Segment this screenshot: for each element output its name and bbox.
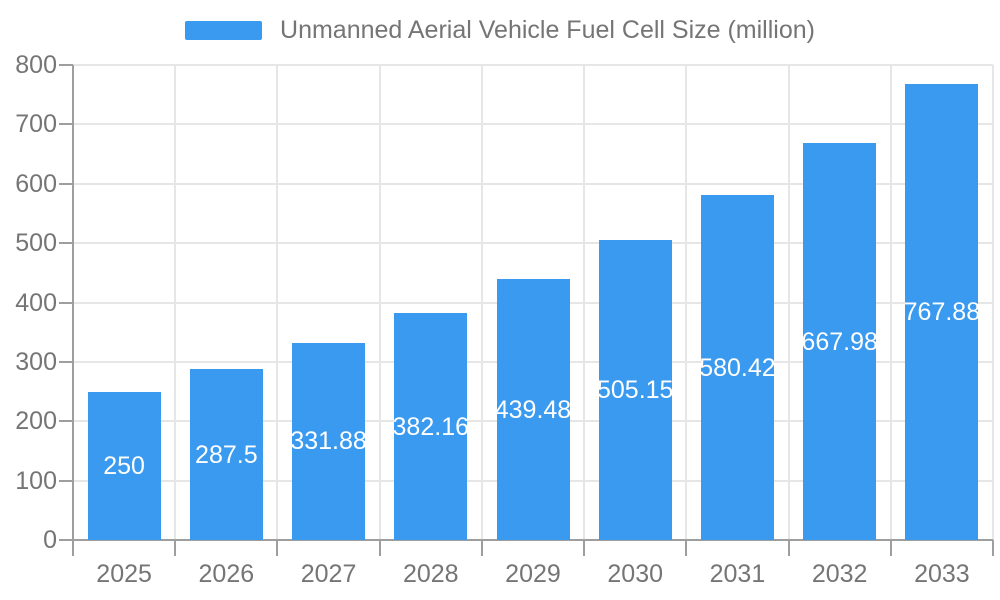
bar[interactable]	[598, 240, 672, 540]
bar-value-label: 505.15	[596, 376, 674, 405]
x-axis-tick	[174, 540, 177, 556]
y-axis-tick	[59, 539, 73, 541]
x-axis-tick-label: 2030	[607, 560, 664, 588]
x-axis-tick	[583, 540, 586, 556]
gridline-horizontal	[73, 123, 993, 126]
x-axis-tick	[480, 540, 483, 556]
x-axis-tick-label: 2025	[96, 560, 152, 588]
gridline-vertical	[378, 65, 381, 540]
y-axis-tick	[59, 182, 73, 185]
y-axis-tick-label: 0	[43, 526, 57, 554]
x-axis-line	[73, 539, 993, 541]
x-axis-tick-label: 2029	[505, 560, 561, 588]
bar-value-label: 250	[103, 451, 145, 480]
y-axis-tick-label: 400	[15, 288, 57, 317]
bar[interactable]	[394, 313, 468, 540]
legend-label: Unmanned Aerial Vehicle Fuel Cell Size (…	[280, 16, 815, 44]
x-axis-tick-label: 2028	[402, 560, 459, 588]
gridline-vertical	[480, 65, 483, 540]
gridline-vertical	[992, 65, 994, 540]
x-axis-tick	[72, 540, 74, 556]
bar[interactable]	[700, 195, 774, 540]
bar-value-label: 331.88	[290, 427, 367, 456]
x-axis-tick	[378, 540, 381, 556]
bar[interactable]	[905, 84, 979, 540]
gridline-vertical	[889, 65, 892, 540]
bar[interactable]	[292, 342, 366, 540]
y-axis-tick	[59, 242, 73, 245]
y-axis-tick	[59, 301, 73, 304]
gridline-vertical	[787, 65, 790, 540]
x-axis-tick-label: 2026	[198, 560, 255, 588]
legend-item[interactable]: Unmanned Aerial Vehicle Fuel Cell Size (…	[0, 16, 1000, 44]
y-axis-tick-label: 800	[15, 51, 57, 79]
gridline-horizontal	[73, 242, 993, 245]
y-axis-tick	[59, 64, 73, 66]
y-axis-tick	[59, 123, 73, 126]
bar[interactable]	[803, 143, 877, 540]
bar[interactable]	[496, 279, 570, 540]
bar[interactable]	[87, 391, 161, 540]
x-axis-tick-label: 2027	[300, 560, 357, 588]
gridline-vertical	[276, 65, 279, 540]
bar-value-label: 580.42	[699, 353, 776, 382]
x-axis-tick-label: 2031	[709, 560, 766, 588]
x-axis-tick-label: 2032	[811, 560, 868, 588]
y-axis-tick-label: 700	[15, 110, 57, 139]
gridline-vertical	[583, 65, 586, 540]
gridline-vertical	[174, 65, 177, 540]
bar-value-label: 667.98	[801, 327, 878, 356]
gridline-horizontal	[73, 182, 993, 185]
y-axis-tick	[59, 479, 73, 482]
x-axis-tick	[787, 540, 790, 556]
gridline-vertical	[685, 65, 688, 540]
y-axis-tick-label: 500	[15, 229, 57, 258]
x-axis-tick	[685, 540, 688, 556]
y-axis-tick-label: 200	[15, 407, 57, 436]
bar-value-label: 382.16	[392, 412, 469, 441]
x-axis-tick-label: 2033	[914, 560, 970, 588]
legend-swatch	[185, 20, 263, 40]
y-axis-tick	[59, 420, 73, 423]
y-axis-tick-label: 300	[15, 347, 57, 376]
bar-value-label: 767.88	[903, 298, 981, 327]
bar-value-label: 439.48	[494, 395, 572, 424]
bar[interactable]	[189, 369, 263, 540]
x-axis-tick	[889, 540, 892, 556]
y-axis-tick-label: 600	[15, 169, 57, 198]
y-axis-line	[72, 65, 74, 540]
x-axis-tick	[276, 540, 279, 556]
gridline-horizontal	[73, 64, 993, 66]
bar-value-label: 287.5	[195, 440, 258, 469]
y-axis-tick	[59, 360, 73, 363]
x-axis-tick	[992, 540, 994, 556]
y-axis-tick-label: 100	[15, 466, 57, 495]
